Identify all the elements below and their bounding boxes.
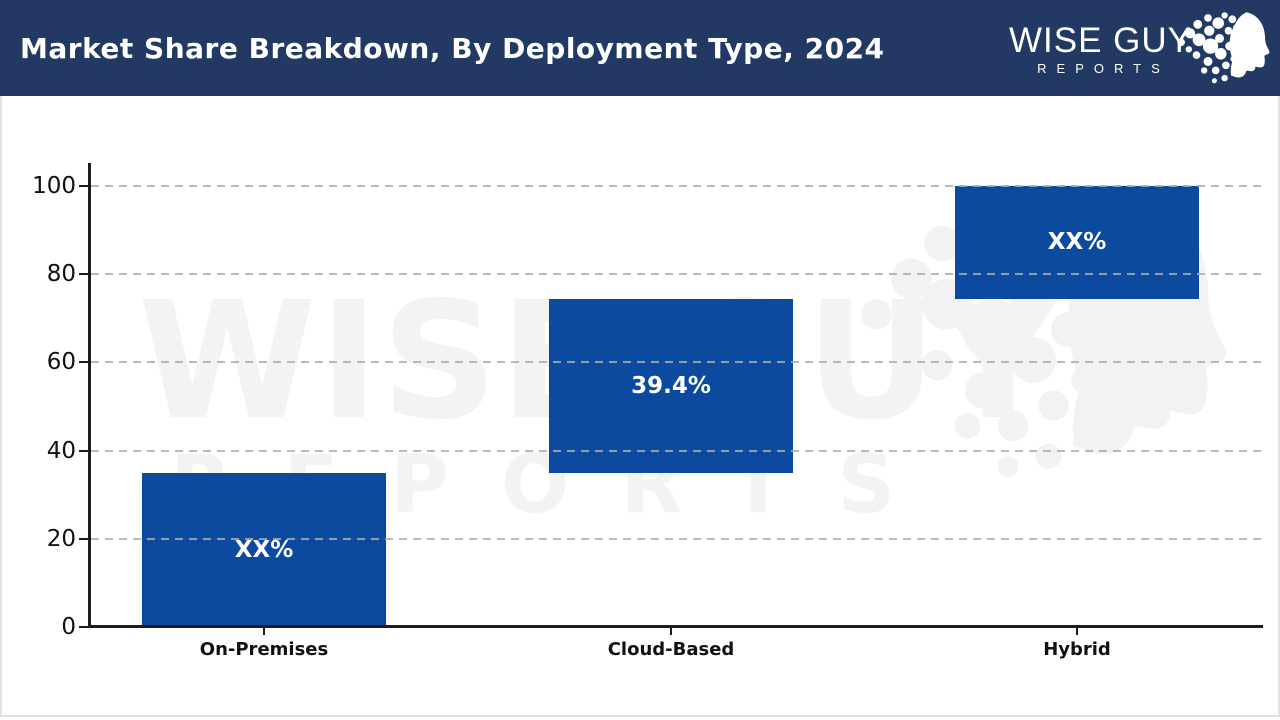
gridline-20 <box>91 537 1262 540</box>
y-tick <box>79 361 88 364</box>
x-tick <box>670 628 672 635</box>
bar-hybrid: XX% <box>955 186 1199 299</box>
y-tick <box>79 449 88 452</box>
chart-title: Market Share Breakdown, By Deployment Ty… <box>20 31 885 65</box>
y-tick-label: 80 <box>46 261 76 288</box>
x-tick <box>1076 628 1078 635</box>
y-tick-label: 100 <box>32 173 76 199</box>
bar-cloud-based: 39.4% <box>549 298 793 473</box>
y-tick-label: 40 <box>46 437 76 464</box>
gridline-60 <box>91 361 1262 364</box>
bar-on-premises: XX% <box>142 472 386 627</box>
y-tick-label: 20 <box>46 525 76 552</box>
logo-wiseguy-label: WISE GUY <box>1008 20 1192 60</box>
gridline-100 <box>91 185 1262 187</box>
logo-face-dots-icon <box>1177 12 1270 84</box>
bar-value-label: 39.4% <box>631 372 711 399</box>
y-tick <box>79 185 88 187</box>
x-axis-label-on-premises: On-Premises <box>199 639 329 660</box>
x-axis-label-cloud-based: Cloud-Based <box>607 639 735 660</box>
watermark-face-dots-icon <box>861 195 1226 477</box>
wiseguy-reports-logo: WISE GUY REPORTS <box>1009 4 1272 94</box>
y-tick <box>79 273 88 276</box>
logo-text: WISE GUY REPORTS <box>1008 20 1192 76</box>
gridline-80 <box>91 273 1262 276</box>
y-tick <box>79 537 88 540</box>
y-axis-spine <box>88 163 91 627</box>
y-tick-label: 60 <box>46 349 76 376</box>
header-bar: Market Share Breakdown, By Deployment Ty… <box>0 0 1280 96</box>
x-tick <box>263 628 265 635</box>
y-tick-label: 0 <box>61 614 76 640</box>
gridline-40 <box>91 449 1262 452</box>
bar-value-label: XX% <box>1047 229 1107 256</box>
x-axis-label-hybrid: Hybrid <box>1043 639 1111 660</box>
bar-value-label: XX% <box>234 536 294 563</box>
y-tick <box>79 626 88 628</box>
logo-reports-label: REPORTS <box>1037 60 1170 76</box>
x-axis-spine <box>88 625 1263 628</box>
